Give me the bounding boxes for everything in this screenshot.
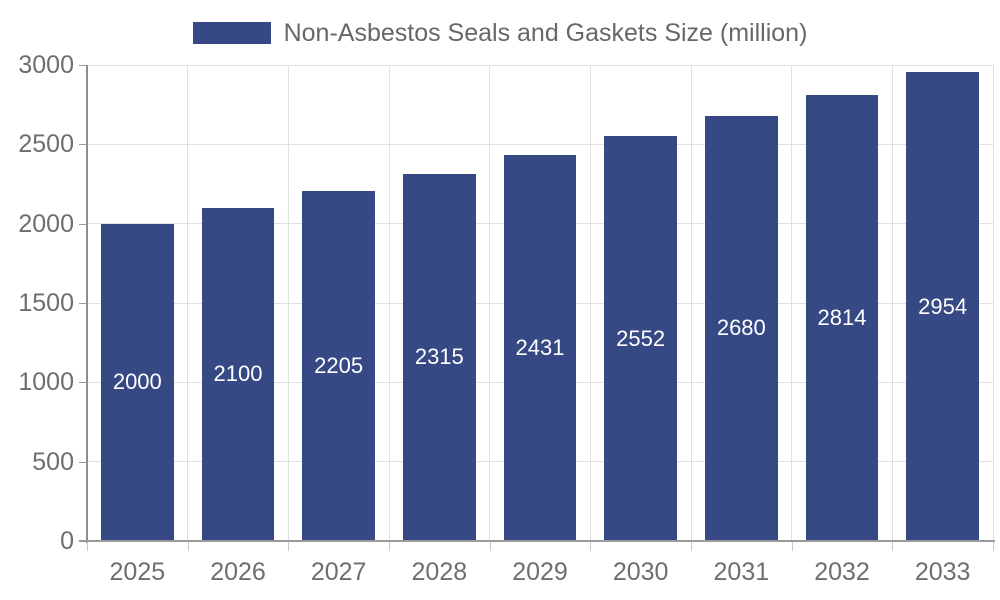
x-tick-mark [187,542,189,551]
v-gridline [187,65,189,541]
v-gridline [489,65,491,541]
bar-value-label: 2000 [112,369,162,395]
y-tick-label: 3000 [18,51,74,79]
v-gridline [287,65,289,541]
y-tick-mark [79,382,87,384]
y-tick-label: 2000 [18,209,74,238]
x-tick-mark [791,542,793,551]
plot-area: 2000 2100 2205 2315 2431 2552 2680 2814 2954 [87,64,994,541]
h-gridline [87,143,993,145]
y-tick-mark [79,541,87,542]
x-tick-label: 2028 [411,558,468,586]
x-tick-label: 2032 [814,558,870,586]
bar: 2814 [805,94,879,541]
y-tick-label: 500 [32,447,74,476]
y-tick-label: 1000 [18,368,74,397]
x-tick-mark [590,542,592,551]
x-tick-label: 2026 [210,558,266,586]
bar: 2100 [201,207,275,541]
bar-value-label: 2100 [213,361,263,387]
x-tick-mark [87,542,88,551]
bar: 2552 [604,136,677,541]
y-tick-mark [79,65,87,66]
x-tick-mark [288,542,290,551]
bar-value-label: 2954 [918,293,968,319]
x-tick-label: 2030 [612,558,669,586]
x-tick-label: 2029 [512,558,568,586]
bar-value-label: 2431 [515,335,565,361]
bar-value-label: 2205 [314,353,364,379]
bar: 2205 [302,191,375,541]
y-tick-mark [79,461,87,463]
x-tick-label: 2033 [914,558,971,586]
x-tick-mark [489,542,491,551]
y-tick-label: 2500 [18,130,74,159]
x-axis-line [79,540,995,542]
y-tick-label: 1500 [18,289,74,317]
y-tick-label: 0 [60,527,74,555]
y-tick-mark [79,303,87,304]
x-tick-label: 2031 [713,558,770,586]
bar-value-label: 2814 [817,304,867,330]
bar-value-label: 2680 [716,315,766,341]
x-tick-mark [389,542,390,551]
bar-value-label: 2552 [616,325,666,351]
bar: 2954 [906,72,979,541]
v-gridline [891,65,893,541]
h-gridline [87,64,993,66]
y-axis-line [86,65,88,543]
v-gridline [690,65,692,541]
legend-item[interactable]: Non-Asbestos Seals and Gaskets Size (mil… [0,16,1000,50]
v-gridline [791,65,793,541]
legend-label: Non-Asbestos Seals and Gaskets Size (mil… [283,18,808,47]
bar: 2000 [101,223,174,541]
v-gridline [388,65,390,541]
bar: 2431 [503,155,577,541]
legend-swatch [192,22,271,44]
y-tick-mark [79,223,87,225]
x-tick-label: 2025 [109,558,166,586]
x-tick-mark [892,542,894,551]
x-tick-label: 2027 [310,558,367,586]
y-tick-mark [79,144,87,146]
x-tick-mark [993,542,994,551]
x-tick-mark [691,542,692,551]
v-gridline [589,65,591,541]
v-gridline [992,65,994,541]
bar: 2315 [403,173,476,541]
bar-value-label: 2315 [414,344,464,370]
bar: 2680 [705,115,778,541]
